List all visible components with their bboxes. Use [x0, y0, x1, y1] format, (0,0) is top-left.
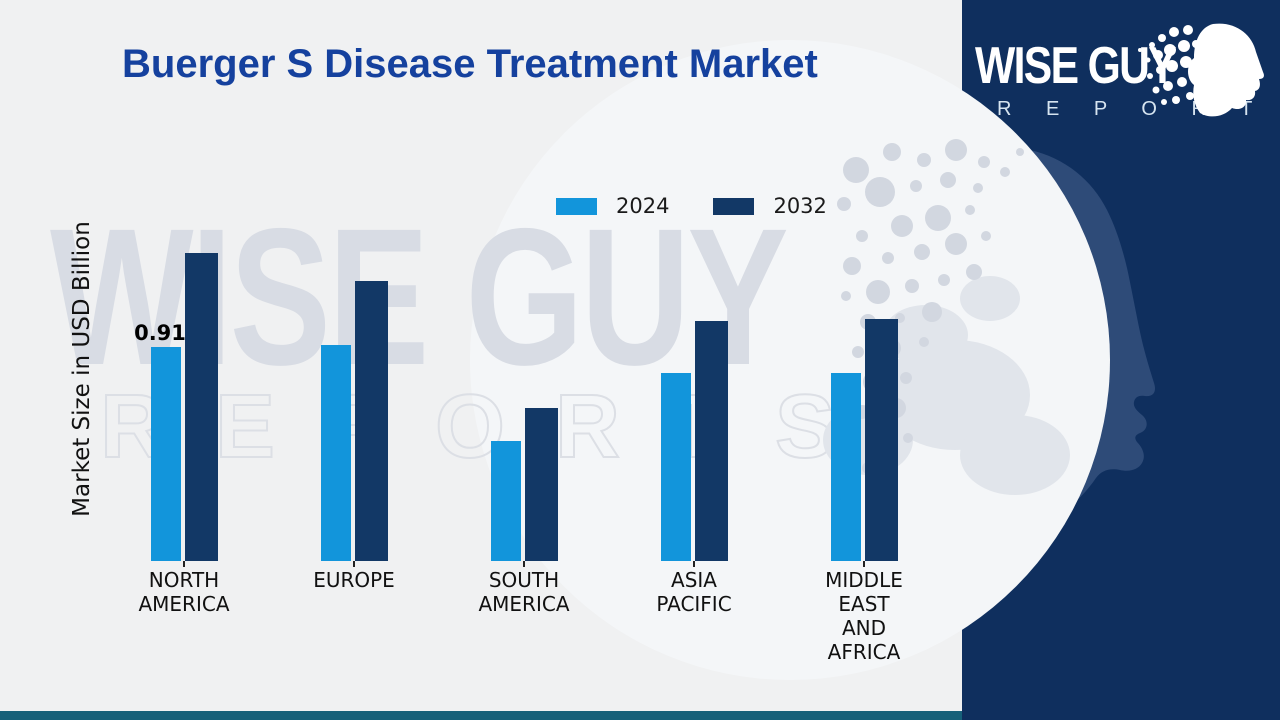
axis-tick	[183, 561, 185, 567]
bar-2024-europe	[321, 345, 351, 561]
category-label: MIDDLE EAST AND AFRICA	[784, 568, 944, 664]
category-label: ASIA PACIFIC	[614, 568, 774, 616]
bar-2024-asia-pacific	[661, 373, 691, 561]
category-label-line: ASIA	[671, 568, 717, 592]
page-title: Buerger S Disease Treatment Market	[122, 42, 818, 86]
axis-tick	[863, 561, 865, 567]
bar-2024-south-america	[491, 441, 521, 561]
category-label-line: AND	[841, 616, 887, 640]
axis-tick	[523, 561, 525, 567]
category-label: NORTH AMERICA	[104, 568, 264, 616]
category-label-line: AFRICA	[827, 640, 901, 664]
legend-swatch-2032	[713, 197, 755, 215]
category-label-line: NORTH	[148, 568, 220, 592]
category-label-line: SOUTH	[488, 568, 560, 592]
bar-2032-europe	[355, 281, 388, 561]
legend-item-2032: 2032	[713, 194, 827, 218]
logo-wiseguy-text: WISE GUY	[975, 37, 1177, 95]
legend-item-2024: 2024	[556, 194, 669, 218]
bar-2024-middle-east-and-africa	[831, 373, 861, 561]
bottom-accent-bar	[0, 711, 962, 720]
bar-2032-north-america	[185, 253, 218, 561]
y-axis-label: Market Size in USD Billion	[69, 221, 95, 517]
legend-label-2032: 2032	[773, 194, 827, 218]
bar-2032-middle-east-and-africa	[865, 319, 898, 561]
category-label-line: EAST	[838, 592, 890, 616]
category-label-line: AMERICA	[478, 592, 570, 616]
category-label-line: MIDDLE	[825, 568, 903, 592]
legend: 2024 2032	[556, 194, 827, 218]
bar-2024-north-america	[151, 347, 181, 561]
bar-2032-south-america	[525, 408, 558, 561]
category-label-line: PACIFIC	[656, 592, 732, 616]
axis-tick	[353, 561, 355, 567]
bar-2032-asia-pacific	[695, 321, 728, 561]
category-label: EUROPE	[274, 568, 434, 592]
axis-tick	[693, 561, 695, 567]
category-label-line: AMERICA	[138, 592, 230, 616]
data-label: 0.91	[134, 321, 186, 345]
category-label: SOUTH AMERICA	[444, 568, 604, 616]
legend-swatch-2024	[556, 197, 597, 215]
category-label-line: EUROPE	[313, 568, 395, 592]
legend-label-2024: 2024	[616, 194, 670, 218]
